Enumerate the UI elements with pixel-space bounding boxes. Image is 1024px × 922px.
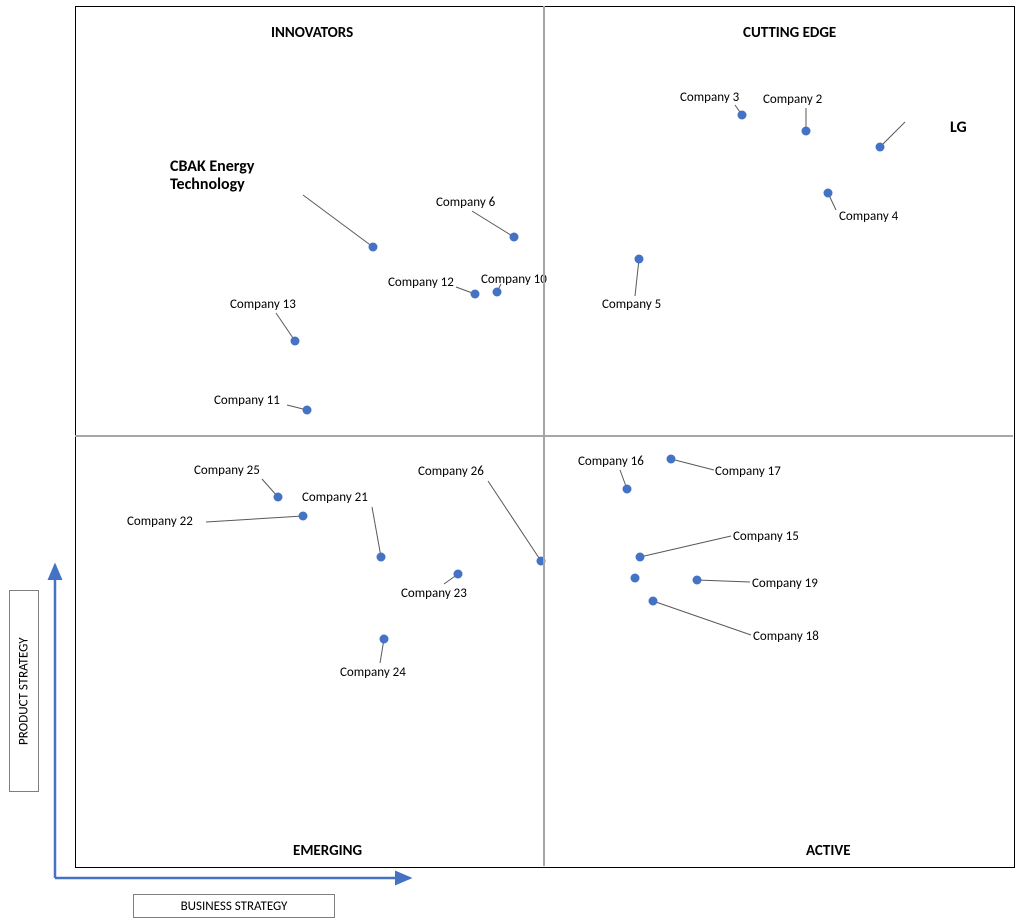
data-point-cbak bbox=[369, 243, 378, 252]
data-point-c4 bbox=[824, 189, 833, 198]
data-label-c3: Company 3 bbox=[680, 90, 739, 105]
data-label-c18: Company 18 bbox=[753, 629, 819, 644]
data-label-c25: Company 25 bbox=[194, 463, 260, 478]
data-label-c2: Company 2 bbox=[763, 92, 822, 107]
data-label-c17: Company 17 bbox=[715, 464, 781, 479]
data-point-c24 bbox=[380, 635, 389, 644]
data-point-p18b bbox=[631, 574, 640, 583]
data-point-lg bbox=[876, 143, 885, 152]
data-point-c10 bbox=[493, 288, 502, 297]
quadrant-label-active: ACTIVE bbox=[806, 842, 851, 860]
data-label-c11: Company 11 bbox=[214, 393, 280, 408]
data-point-c19 bbox=[693, 576, 702, 585]
data-label-c22: Company 22 bbox=[127, 514, 193, 529]
plot-area bbox=[75, 6, 1015, 868]
data-point-c5 bbox=[635, 255, 644, 264]
data-label-c24: Company 24 bbox=[340, 665, 406, 680]
data-point-c21 bbox=[377, 553, 386, 562]
data-point-c2 bbox=[802, 127, 811, 136]
data-label-c21: Company 21 bbox=[302, 490, 368, 505]
data-label-c26: Company 26 bbox=[418, 464, 484, 479]
data-point-c3 bbox=[738, 111, 747, 120]
data-label-c16: Company 16 bbox=[578, 454, 644, 469]
data-point-c15 bbox=[636, 553, 645, 562]
horizontal-midline bbox=[75, 435, 1013, 437]
quadrant-label-innovators: INNOVATORS bbox=[271, 24, 353, 42]
data-label-c4: Company 4 bbox=[839, 209, 898, 224]
x-axis-label: BUSINESS STRATEGY bbox=[133, 894, 335, 918]
data-point-c6 bbox=[510, 233, 519, 242]
data-label-c6: Company 6 bbox=[436, 195, 495, 210]
data-point-c13 bbox=[291, 337, 300, 346]
data-point-c11 bbox=[303, 406, 312, 415]
data-point-c16 bbox=[623, 485, 632, 494]
data-label-c13: Company 13 bbox=[230, 297, 296, 312]
data-point-c12 bbox=[471, 290, 480, 299]
data-point-c25 bbox=[274, 493, 283, 502]
data-label-c12: Company 12 bbox=[388, 275, 454, 290]
quadrant-label-cutting-edge: CUTTING EDGE bbox=[743, 24, 836, 42]
data-label-c15: Company 15 bbox=[733, 529, 799, 544]
data-label-cbak: CBAK Energy Technology bbox=[170, 158, 305, 195]
data-label-c23: Company 23 bbox=[401, 586, 467, 601]
data-point-c18 bbox=[649, 597, 658, 606]
quadrant-label-emerging: EMERGING bbox=[293, 842, 362, 860]
data-point-c22 bbox=[299, 512, 308, 521]
quadrant-chart: INNOVATORS CUTTING EDGE EMERGING ACTIVE … bbox=[0, 0, 1024, 922]
data-label-c10: Company 10 bbox=[481, 272, 547, 287]
y-axis-label: PRODUCT STRATEGY bbox=[9, 590, 39, 792]
data-point-c17 bbox=[667, 455, 676, 464]
data-label-lg: LG bbox=[950, 118, 967, 137]
data-label-c19: Company 19 bbox=[752, 576, 818, 591]
data-label-c5: Company 5 bbox=[602, 297, 661, 312]
data-point-c23 bbox=[454, 570, 463, 579]
